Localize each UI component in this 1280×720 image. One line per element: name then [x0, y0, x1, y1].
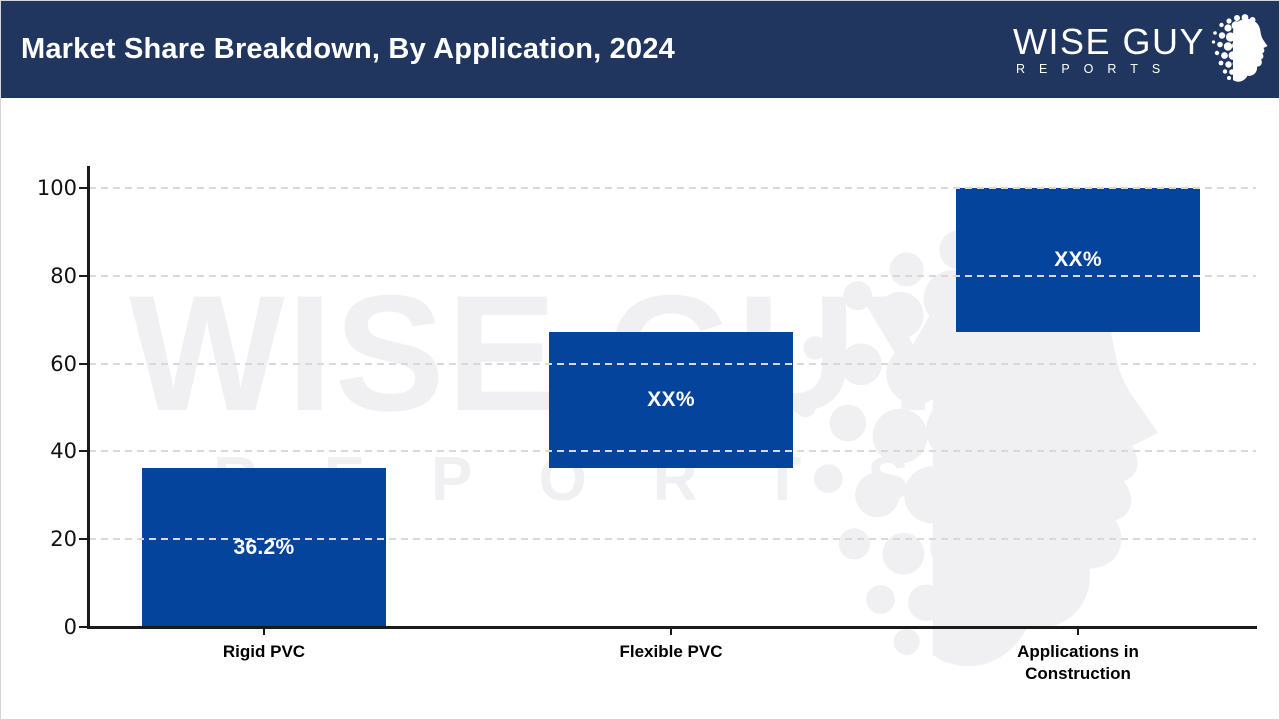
y-axis-line: [87, 166, 90, 628]
y-tick-mark: [79, 626, 88, 628]
y-tick-mark: [79, 538, 88, 541]
bar-segment: [142, 468, 386, 627]
brand-head-icon: [1209, 13, 1269, 87]
bar-value-label: XX%: [647, 388, 695, 412]
bar-value-label: XX%: [1054, 247, 1102, 271]
y-tick-label: 40: [50, 439, 77, 464]
y-gridline: [89, 538, 1256, 541]
brand-subtitle: REPORTS: [1015, 61, 1175, 76]
x-tick-mark: [670, 628, 672, 635]
y-tick-mark: [79, 274, 88, 277]
y-tick-label: 100: [36, 176, 77, 200]
chart-title: Market Share Breakdown, By Application, …: [21, 33, 675, 65]
x-tick-mark: [1077, 628, 1079, 635]
x-category-label: Rigid PVC: [222, 642, 306, 661]
y-tick-mark: [79, 187, 88, 189]
y-tick-label: 20: [50, 527, 77, 552]
header-bar: Market Share Breakdown, By Application, …: [1, 1, 1279, 98]
x-tick-mark: [263, 628, 265, 635]
y-gridline: [89, 274, 1256, 277]
bar-value-label: 36.2%: [233, 535, 295, 559]
y-tick-mark: [79, 362, 88, 365]
brand-logo-text: WISE GUY REPORTS: [1013, 23, 1205, 76]
y-gridline: [89, 187, 1256, 189]
x-category-label: Applications in Construction: [1017, 642, 1139, 684]
y-tick-label: 60: [50, 351, 77, 376]
x-category-label: Flexible PVC: [619, 642, 723, 661]
y-tick-label: 80: [50, 263, 77, 288]
y-tick-label: 0: [63, 615, 77, 639]
brand-logo: WISE GUY REPORTS: [1013, 1, 1269, 98]
brand-name: WISE GUY: [1012, 21, 1205, 63]
x-axis-line: [87, 626, 1257, 629]
y-tick-mark: [79, 450, 88, 453]
y-gridline: [89, 362, 1256, 365]
bar-segment: [549, 331, 793, 469]
y-gridline: [89, 450, 1256, 453]
